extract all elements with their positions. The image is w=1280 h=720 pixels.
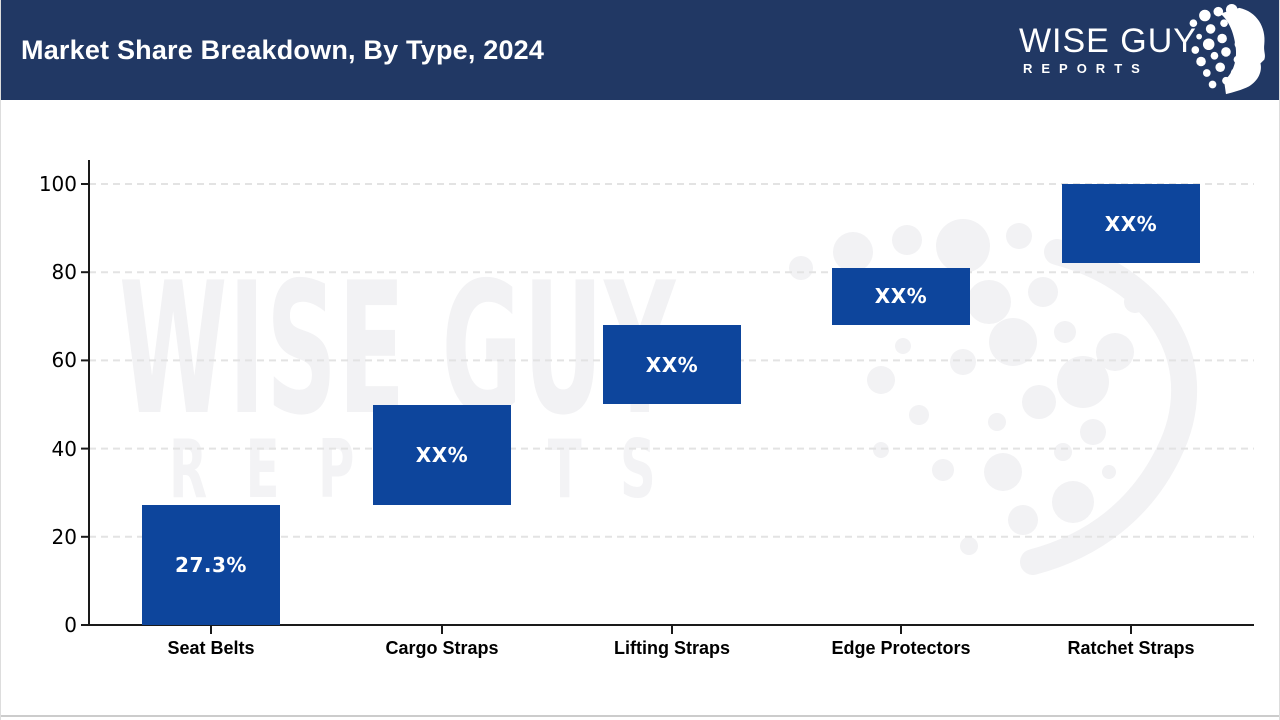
logo-reports-label: REPORTS — [1022, 61, 1149, 76]
x-tick-label: Edge Protectors — [831, 638, 971, 658]
y-tick-label: 0 — [64, 613, 77, 637]
y-tick-label: 60 — [51, 348, 77, 373]
y-tick-label: 100 — [38, 172, 77, 196]
header-bar: Market Share Breakdown, By Type, 2024 WI… — [1, 0, 1279, 100]
x-tick-label: Cargo Straps — [385, 638, 499, 658]
y-tick-label: 80 — [51, 260, 77, 285]
logo-wiseguy-label: WISE GUY — [1018, 22, 1197, 60]
bar-value-label: XX% — [645, 352, 699, 377]
logo-face-icon — [1189, 4, 1265, 95]
bar-ratchet-straps: XX% — [1062, 184, 1200, 264]
y-tick-label: 40 — [51, 436, 77, 461]
bar-value-label: XX% — [874, 284, 928, 309]
bar-lifting-straps: XX% — [603, 325, 741, 405]
y-tick-label: 20 — [51, 524, 77, 549]
x-tick-label: Seat Belts — [167, 638, 255, 658]
bar-cargo-straps: XX% — [373, 404, 511, 505]
wiseguy-logo: WISE GUY REPORTS — [1019, 4, 1267, 96]
bar-seat-belts: 27.3% — [142, 504, 280, 625]
bar-value-label: XX% — [1104, 211, 1158, 236]
logo-text: WISE GUY REPORTS — [1019, 24, 1197, 76]
bar-value-label: 27.3% — [175, 552, 247, 577]
x-tick-label: Ratchet Straps — [1067, 638, 1195, 658]
bottom-border — [1, 715, 1279, 717]
bar-edge-protectors: XX% — [832, 267, 970, 326]
bar-value-label: XX% — [415, 442, 469, 467]
page-title: Market Share Breakdown, By Type, 2024 — [21, 34, 545, 65]
x-tick-label: Lifting Straps — [614, 638, 730, 658]
